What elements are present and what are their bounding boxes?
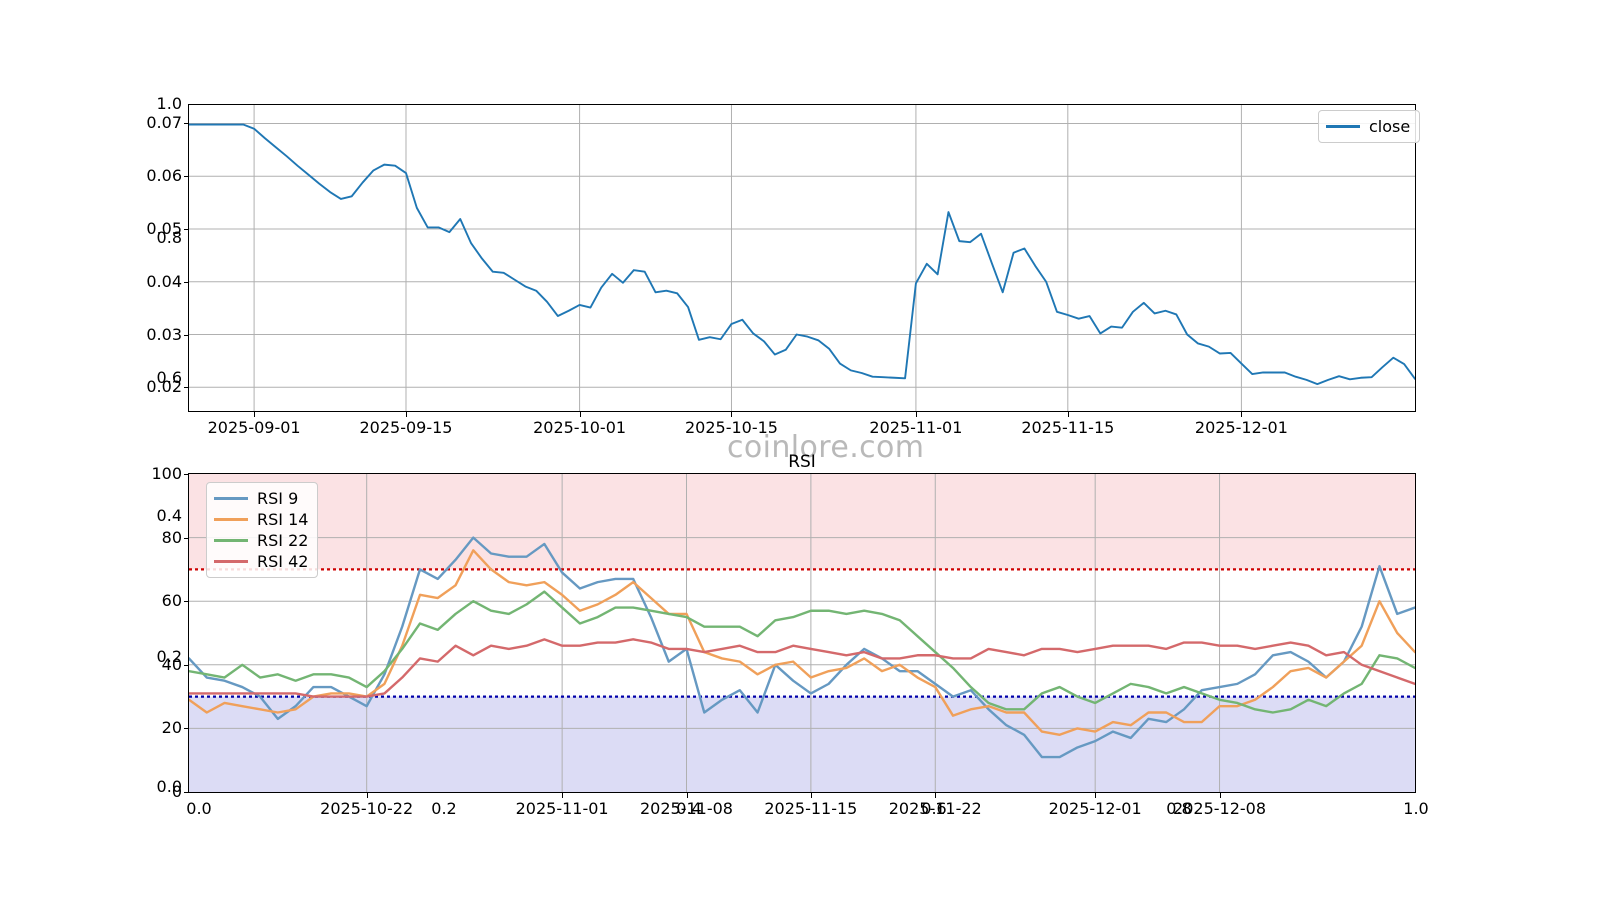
legend-label: RSI 14 (257, 510, 309, 529)
price-x-tickmark (254, 412, 256, 417)
rsi-x-tick: 2025-11-08 (640, 799, 733, 818)
rsi-y-tick: 100 (151, 464, 182, 483)
rsi-y-tick: 80 (161, 527, 182, 547)
price-x-tickmark (915, 412, 917, 417)
price-y-tick: 0.02 (146, 377, 182, 397)
price-plot-area (188, 104, 1416, 412)
price-x-tickmark (1067, 412, 1069, 417)
rsi-y-tickmark (184, 792, 188, 793)
price-y-tickmark (184, 176, 188, 178)
rsi-line-chart (189, 474, 1415, 792)
price-x-tick: 2025-11-15 (1021, 418, 1115, 437)
rsi-y-tick: 20 (161, 718, 182, 738)
rsi-y-tick: 60 (161, 591, 182, 611)
price-x-tickmark (405, 412, 407, 417)
legend-swatch-icon (214, 497, 248, 500)
rsi-y-tickmark (184, 601, 188, 603)
price-x-tick: 2025-10-15 (684, 418, 778, 437)
legend-label: RSI 42 (257, 552, 309, 571)
price-y-tickmark (184, 334, 188, 336)
price-y-tickmark (184, 387, 188, 389)
rsi-y-tick-overlay: 0.2 (156, 647, 182, 666)
rsi-x-tick: 2025-10-22 (320, 799, 414, 818)
rsi-y-tickmark (184, 537, 188, 539)
price-y-tick: 0.07 (146, 113, 182, 133)
price-y-tick: 0.03 (146, 324, 182, 344)
legend-label: RSI 9 (257, 489, 299, 508)
rsi-x-tick-overlay: 0.6 (921, 799, 947, 818)
rsi-y-tickmark (184, 474, 188, 475)
price-y-tickmark (184, 228, 188, 230)
legend-swatch-icon (214, 539, 248, 542)
price-y-tick: 0.06 (146, 166, 182, 186)
rsi-x-tick: 2025-11-22 (888, 799, 982, 818)
price-y-tick-overlay: 0.8 (156, 228, 182, 247)
price-x-tick: 2025-10-01 (533, 418, 627, 437)
rsi-x-tick-overlay: 0.2 (431, 799, 457, 818)
price-x-tickmark (579, 412, 581, 417)
rsi-x-tick-overlay: 1.0 (1403, 799, 1429, 818)
rsi-x-tickmark (1095, 793, 1097, 798)
price-y-tick: 0.05 (146, 218, 182, 238)
price-x-tick: 2025-09-15 (359, 418, 453, 437)
rsi-y-tickmark (184, 728, 188, 730)
rsi-panel-title: RSI (788, 452, 816, 472)
price-y-tickmark (184, 123, 188, 125)
legend-item-rsi-22[interactable]: RSI 22 (214, 530, 308, 551)
legend-item-rsi-42[interactable]: RSI 42 (214, 551, 308, 572)
price-y-tick: 0.04 (146, 271, 182, 291)
legend-swatch-icon (214, 518, 248, 521)
rsi-x-tickmark (810, 793, 812, 798)
watermark: coinlore.com (727, 430, 925, 465)
rsi-y-tick-overlay: 0.0 (156, 777, 182, 796)
price-y-tickmark (184, 281, 188, 283)
price-x-tickmark (1241, 412, 1243, 417)
legend-label: RSI 22 (257, 531, 309, 550)
rsi-x-tick-overlay: 0.4 (676, 799, 702, 818)
price-x-tick: 2025-09-01 (207, 418, 301, 437)
rsi-y-tick: 40 (161, 654, 182, 674)
rsi-x-tickmark (686, 793, 688, 798)
legend-item-close[interactable]: close (1326, 116, 1410, 137)
rsi-x-tick-overlay: 0.0 (186, 799, 212, 818)
rsi-x-tickmark (935, 793, 937, 798)
rsi-y-tick: 0 (171, 782, 182, 801)
price-line-chart (189, 105, 1415, 411)
legend-item-rsi-9[interactable]: RSI 9 (214, 488, 308, 509)
rsi-x-tickmark (366, 793, 368, 798)
rsi-plot-area (188, 473, 1416, 793)
price-x-tick: 2025-11-01 (869, 418, 963, 437)
rsi-x-tickmark (1219, 793, 1221, 798)
rsi-x-tickmark (562, 793, 564, 798)
price-x-tickmark (731, 412, 733, 417)
rsi-x-tick-overlay: 0.8 (1166, 799, 1192, 818)
price-legend[interactable]: close (1318, 110, 1421, 143)
legend-item-rsi-14[interactable]: RSI 14 (214, 509, 308, 530)
rsi-legend[interactable]: RSI 9 RSI 14 RSI 22 RSI 42 (206, 482, 319, 578)
rsi-x-tick: 2025-11-01 (515, 799, 609, 818)
rsi-x-tick: 2025-11-15 (764, 799, 858, 818)
price-y-tick-overlay: 0.6 (156, 368, 182, 387)
price-x-tick: 2025-12-01 (1194, 418, 1288, 437)
rsi-y-tick-overlay: 0.4 (156, 506, 182, 525)
price-y-tick-overlay: 1.0 (156, 94, 182, 113)
legend-swatch-icon (214, 560, 248, 563)
rsi-y-tickmark (184, 664, 188, 666)
rsi-x-tick: 2025-12-01 (1048, 799, 1142, 818)
rsi-x-tick: 2025-12-08 (1173, 799, 1267, 818)
legend-label: close (1369, 117, 1411, 136)
legend-swatch-icon (1326, 125, 1360, 128)
